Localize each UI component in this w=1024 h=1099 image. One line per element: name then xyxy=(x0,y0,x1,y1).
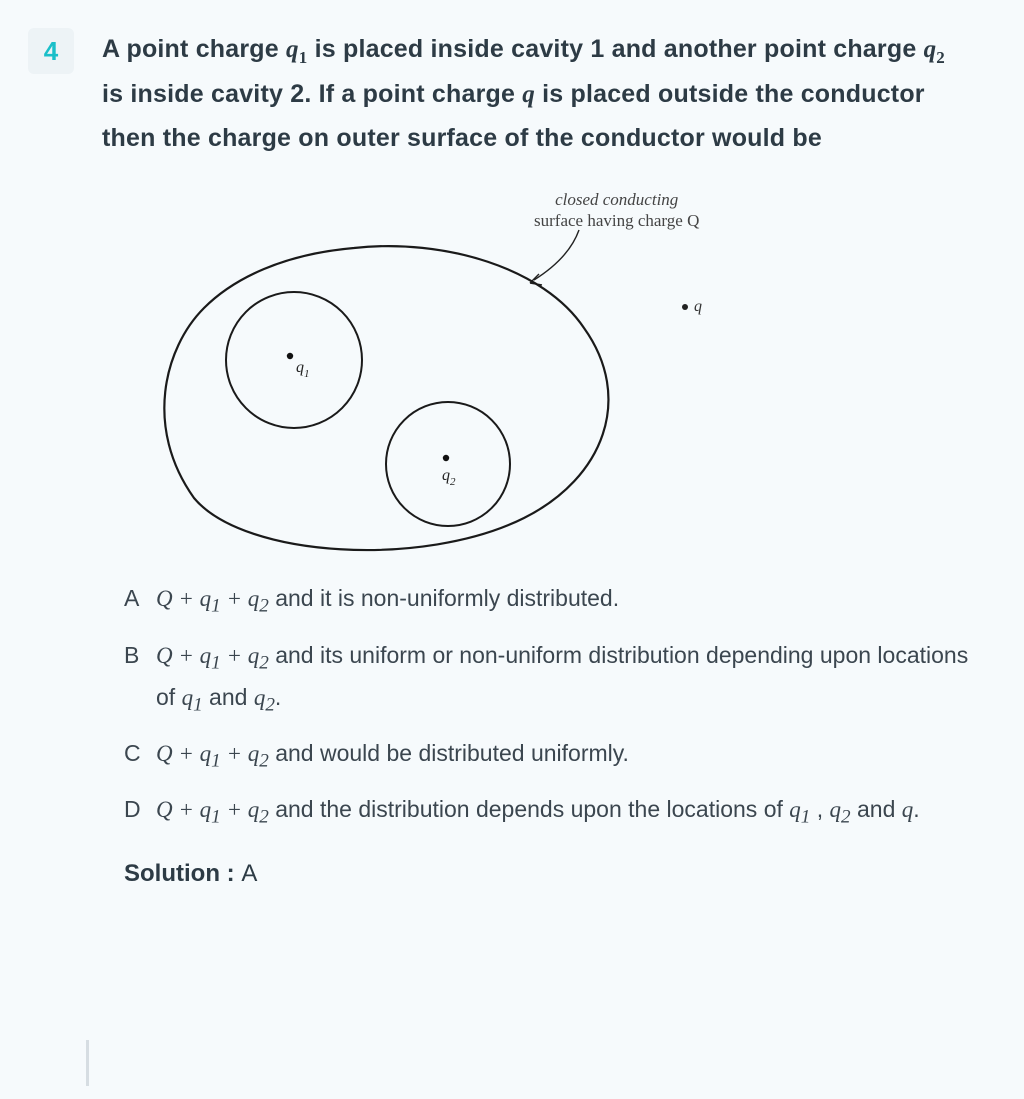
solution-label: Solution : xyxy=(124,860,235,887)
options-list: A Q + q1 + q2 and it is non-uniformly di… xyxy=(124,580,972,833)
option-a-letter: A xyxy=(124,580,150,622)
option-c-body: Q + q1 + q2 and would be distributed uni… xyxy=(156,735,972,777)
option-d-letter: D xyxy=(124,791,150,833)
question-number-badge: 4 xyxy=(28,28,74,74)
leader-line xyxy=(534,230,579,280)
figure: closed conducting surface having charge … xyxy=(124,188,972,568)
option-a: A Q + q1 + q2 and it is non-uniformly di… xyxy=(124,580,972,622)
option-d: D Q + q1 + q2 and the distribution depen… xyxy=(124,791,972,833)
option-c-letter: C xyxy=(124,735,150,777)
left-margin-rule xyxy=(86,1040,89,1086)
solution-answer: A xyxy=(241,860,257,887)
option-c: C Q + q1 + q2 and would be distributed u… xyxy=(124,735,972,777)
solution-line: Solution : A xyxy=(124,860,972,888)
option-b: B Q + q1 + q2 and its uniform or non-uni… xyxy=(124,637,972,722)
option-a-body: Q + q1 + q2 and it is non-uniformly dist… xyxy=(156,580,972,622)
cavity-2 xyxy=(386,402,510,526)
cavity-1 xyxy=(226,292,362,428)
conductor-svg: q1 q2 xyxy=(124,188,684,568)
conductor-outer-path xyxy=(164,246,608,550)
q1-dot xyxy=(287,353,293,359)
option-b-body: Q + q1 + q2 and its uniform or non-unifo… xyxy=(156,637,972,722)
q1-label: q1 xyxy=(296,359,310,380)
q2-dot xyxy=(443,455,449,461)
option-d-body: Q + q1 + q2 and the distribution depends… xyxy=(156,791,972,833)
q2-label: q2 xyxy=(442,467,456,488)
option-b-letter: B xyxy=(124,637,150,722)
external-charge-label: q xyxy=(694,298,702,316)
question-text: A point charge q1 is placed inside cavit… xyxy=(102,28,972,160)
